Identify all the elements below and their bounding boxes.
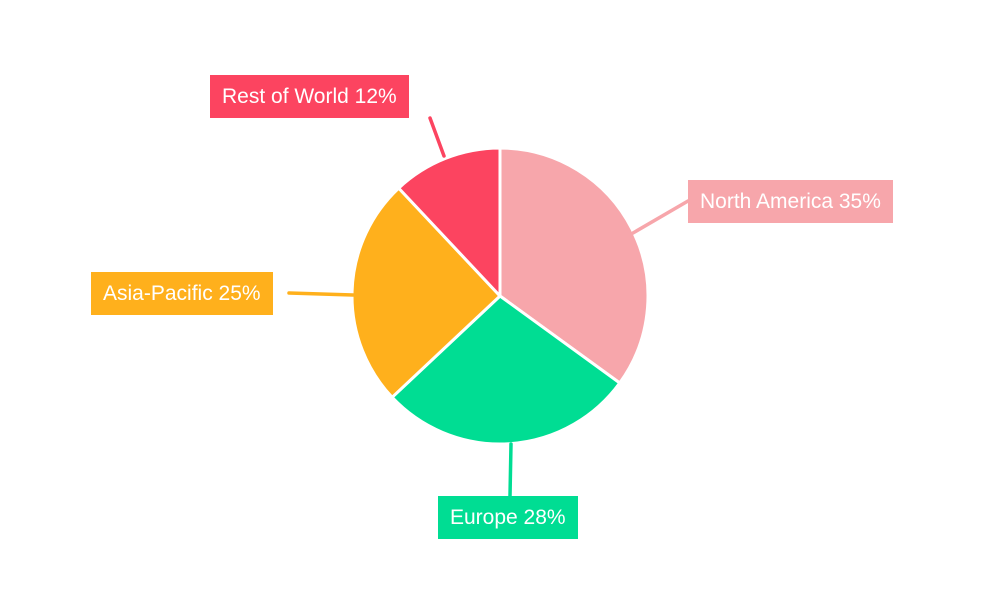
- pie-label-europe[interactable]: Europe 28%: [438, 496, 578, 539]
- leader-line-north-america: [631, 199, 690, 235]
- pie-label-rest-of-world[interactable]: Rest of World 12%: [210, 75, 409, 118]
- pie-label-asia-pacific-text: Asia-Pacific 25%: [103, 282, 261, 305]
- pie-label-europe-text: Europe 28%: [450, 506, 566, 529]
- leader-line-asia-pacific: [287, 291, 355, 297]
- pie-label-north-america-text: North America 35%: [700, 190, 881, 213]
- pie-label-asia-pacific[interactable]: Asia-Pacific 25%: [91, 272, 273, 315]
- pie-slice-rest-of-world[interactable]: [397, 146, 502, 298]
- pie-label-north-america[interactable]: North America 35%: [688, 180, 893, 223]
- pie-wedges: [350, 146, 650, 446]
- pie-label-rest-of-world-text: Rest of World 12%: [222, 85, 397, 108]
- leader-line-europe: [508, 442, 513, 498]
- leader-line-rest-of-world: [428, 116, 446, 158]
- pie-leader-lines: [287, 116, 690, 498]
- pie-slice-north-america[interactable]: [498, 146, 650, 385]
- pie-slice-asia-pacific[interactable]: [350, 186, 502, 399]
